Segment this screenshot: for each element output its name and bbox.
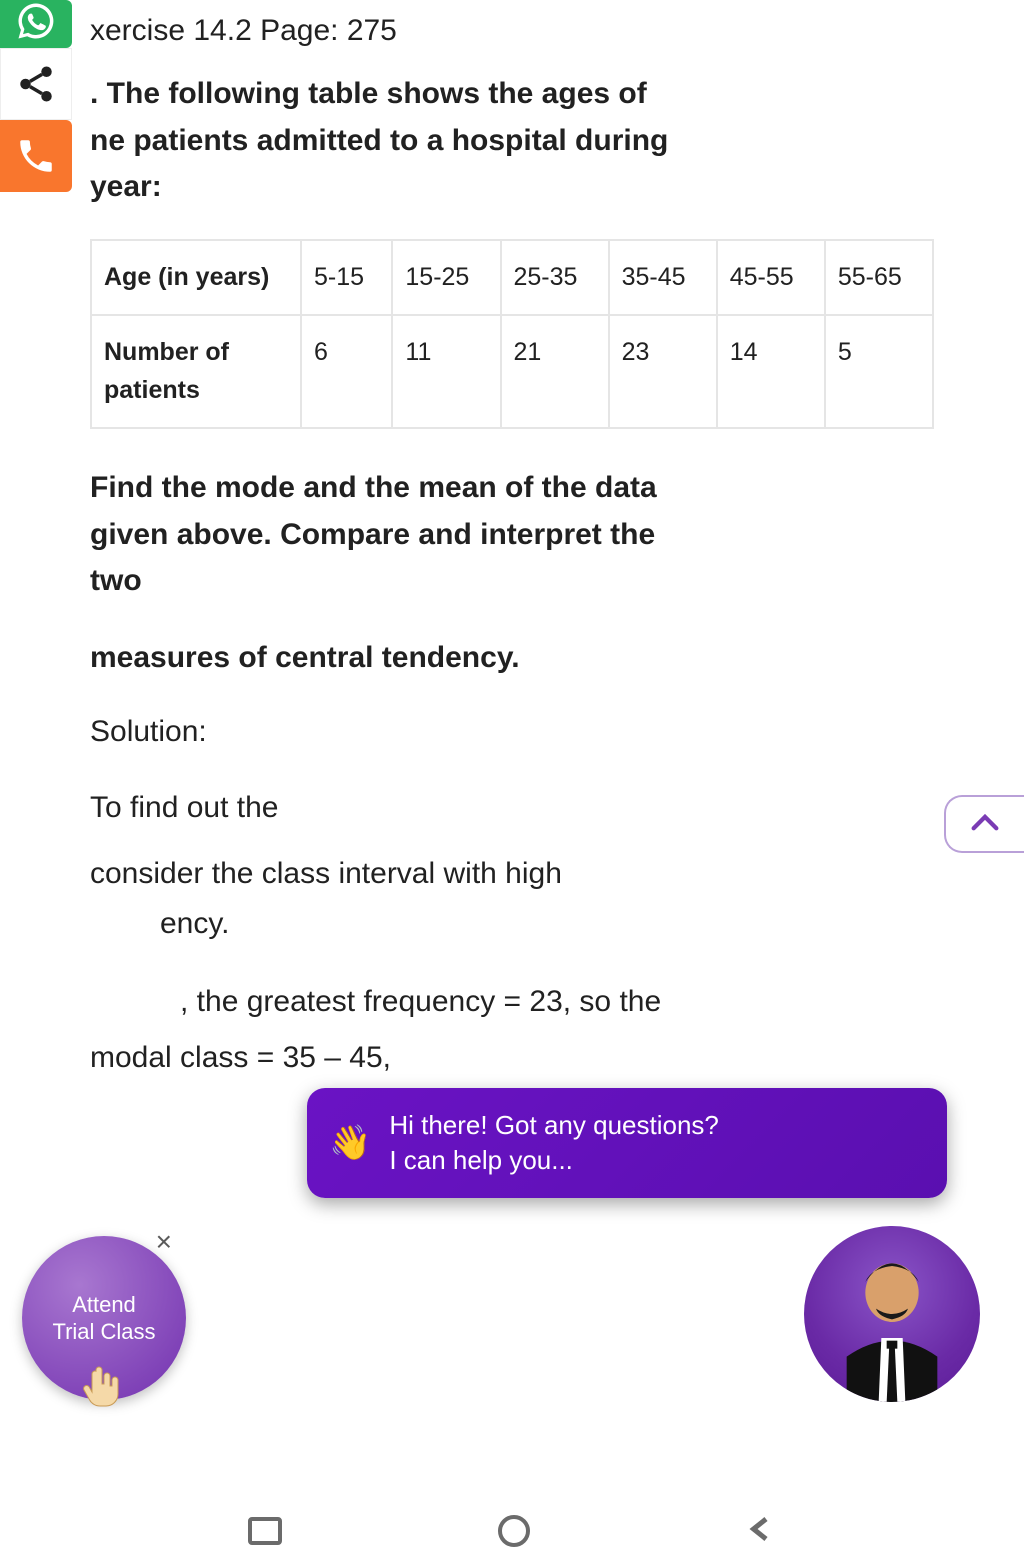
table-header-label: Age (in years)	[91, 240, 301, 316]
table-row: Number of patients 6 11 21 23 14 5	[91, 315, 933, 428]
close-icon[interactable]: ×	[156, 1224, 172, 1259]
solution-body-4: , the greatest frequency = 23, so the	[180, 978, 934, 1026]
solution-body-2: consider the class interval with high	[90, 850, 934, 898]
solution-body-1: To find out the	[90, 784, 934, 832]
solution-body-5: modal class = 35 – 45,	[90, 1034, 934, 1082]
chat-message: Hi there! Got any questions? I can help …	[389, 1108, 719, 1178]
question-text-3: measures of central tendency.	[90, 635, 934, 682]
scroll-top-button[interactable]	[944, 795, 1024, 853]
main-content: xercise 14.2 Page: 275 . The following t…	[0, 0, 1024, 1082]
trial-line-2: Trial Class	[52, 1318, 155, 1346]
q2-line-1: Find the mode and the mean of the data	[90, 471, 657, 504]
q2-line-3: two	[90, 564, 142, 597]
table-cell: 23	[609, 315, 717, 428]
trial-line-1: Attend	[72, 1291, 136, 1319]
table-cell: 45-55	[717, 240, 825, 316]
table-cell: 25-35	[501, 240, 609, 316]
wave-icon: 👋	[329, 1123, 371, 1163]
share-icon[interactable]	[0, 48, 72, 120]
question-line-3: year:	[90, 170, 162, 203]
table-cell: 14	[717, 315, 825, 428]
recent-apps-icon[interactable]	[248, 1517, 282, 1545]
question-line-1: . The following table shows the ages of	[90, 77, 647, 110]
avatar-illustration	[822, 1242, 962, 1402]
table-cell: 35-45	[609, 240, 717, 316]
support-avatar[interactable]	[804, 1226, 980, 1402]
question-text-2: Find the mode and the mean of the data g…	[90, 465, 934, 605]
page-breadcrumb: xercise 14.2 Page: 275	[90, 0, 934, 71]
question-text-1: . The following table shows the ages of …	[90, 71, 934, 211]
table-row2-label: Number of patients	[91, 315, 301, 428]
back-icon[interactable]	[746, 1514, 776, 1549]
home-icon[interactable]	[498, 1515, 530, 1547]
solution-label: Solution:	[90, 709, 934, 754]
table-cell: 21	[501, 315, 609, 428]
solution-body-3: ency.	[160, 900, 934, 948]
table-cell: 6	[301, 315, 392, 428]
chat-line-2: I can help you...	[389, 1143, 719, 1178]
chat-line-1: Hi there! Got any questions?	[389, 1108, 719, 1143]
question-line-2: ne patients admitted to a hospital durin…	[90, 124, 668, 157]
chat-tooltip[interactable]: 👋 Hi there! Got any questions? I can hel…	[307, 1088, 947, 1198]
table-cell: 5-15	[301, 240, 392, 316]
table-row: Age (in years) 5-15 15-25 25-35 35-45 45…	[91, 240, 933, 316]
attend-trial-badge[interactable]: × Attend Trial Class	[22, 1236, 186, 1400]
table-cell: 55-65	[825, 240, 933, 316]
side-icon-stack	[0, 0, 72, 192]
table-cell: 11	[392, 315, 500, 428]
phone-icon[interactable]	[0, 120, 72, 192]
table-cell: 5	[825, 315, 933, 428]
q2-line-2: given above. Compare and interpret the	[90, 518, 655, 551]
table-cell: 15-25	[392, 240, 500, 316]
data-table: Age (in years) 5-15 15-25 25-35 35-45 45…	[90, 239, 934, 430]
system-nav-bar	[0, 1509, 1024, 1553]
whatsapp-icon[interactable]	[0, 0, 72, 48]
pointer-hand-icon	[76, 1364, 124, 1419]
